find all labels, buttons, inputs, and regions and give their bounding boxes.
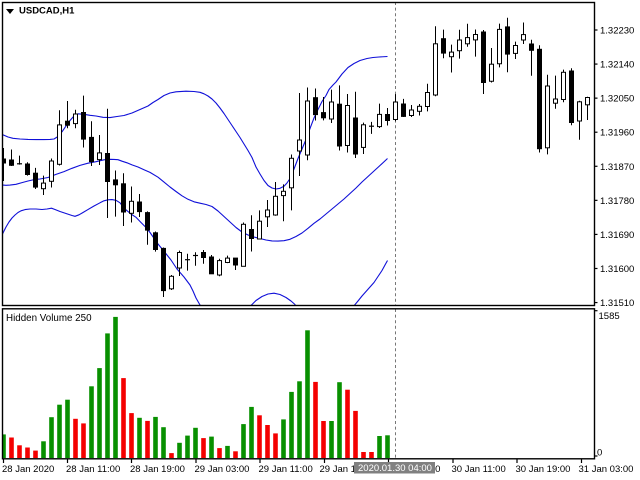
svg-text:29 Jan 19:00: 29 Jan 19:00 <box>320 464 375 475</box>
svg-text:30 Jan 11:00: 30 Jan 11:00 <box>452 464 506 475</box>
svg-text:1.31780: 1.31780 <box>600 196 634 207</box>
svg-text:31 Jan 03:00: 31 Jan 03:00 <box>579 464 634 475</box>
svg-text:1.32230: 1.32230 <box>600 26 634 37</box>
svg-text:28 Jan 11:00: 28 Jan 11:00 <box>66 464 120 475</box>
svg-text:28 Jan 19:00: 28 Jan 19:00 <box>130 464 185 475</box>
svg-text:29 Jan 11:00: 29 Jan 11:00 <box>259 464 313 475</box>
svg-text:29 Jan 03:00: 29 Jan 03:00 <box>195 464 250 475</box>
svg-text:1.31690: 1.31690 <box>600 230 634 241</box>
svg-text:1.32050: 1.32050 <box>600 94 634 105</box>
svg-text:1.31960: 1.31960 <box>600 128 634 139</box>
svg-text:Hidden Volume 250: Hidden Volume 250 <box>6 313 92 324</box>
svg-text:1.31870: 1.31870 <box>600 162 634 173</box>
svg-text:28 Jan 2020: 28 Jan 2020 <box>2 464 54 475</box>
svg-text:30 Jan 19:00: 30 Jan 19:00 <box>516 464 571 475</box>
svg-text:0: 0 <box>597 447 602 458</box>
svg-text:2020.01.30 04:00: 2020.01.30 04:00 <box>358 463 432 474</box>
svg-text:1.31600: 1.31600 <box>600 264 634 275</box>
svg-text:USDCAD,H1: USDCAD,H1 <box>19 5 75 16</box>
svg-text:1585: 1585 <box>599 311 620 322</box>
svg-text:1.31510: 1.31510 <box>600 298 634 309</box>
svg-text:1.32140: 1.32140 <box>600 60 634 71</box>
